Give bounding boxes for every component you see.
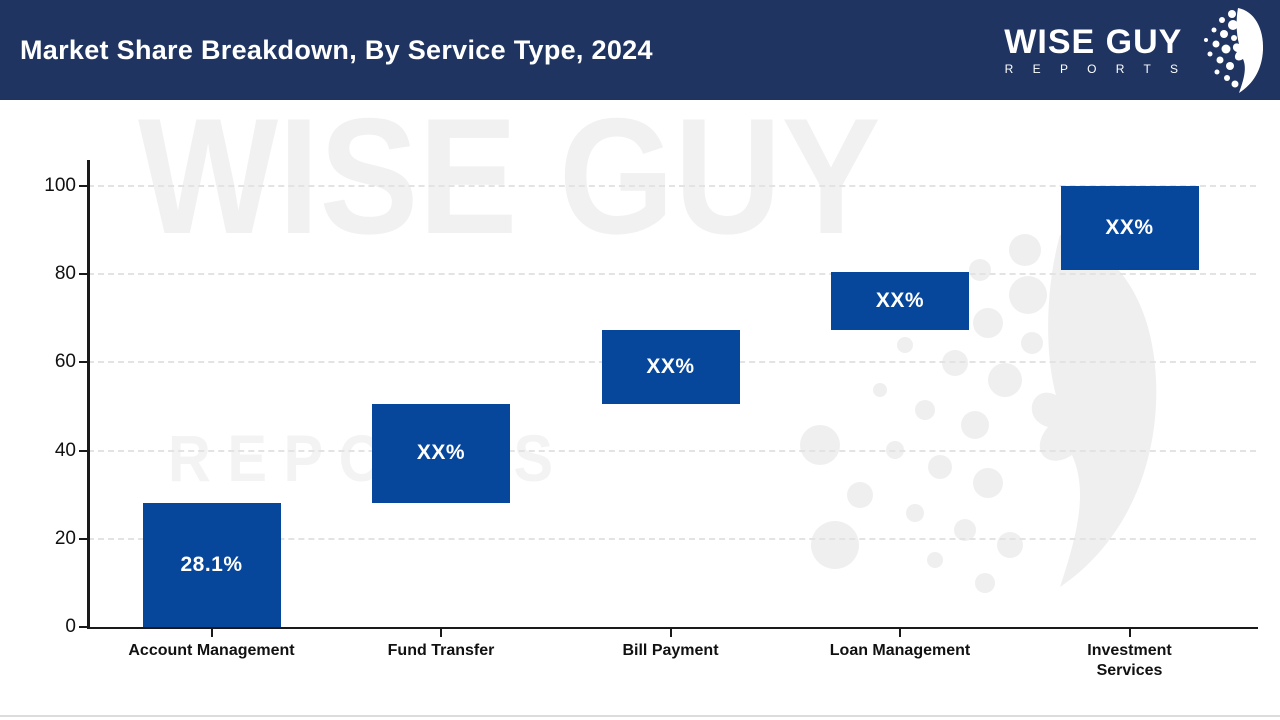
waterfall-bar: XX% bbox=[1060, 186, 1199, 270]
x-axis-line bbox=[87, 626, 1258, 629]
page-title: Market Share Breakdown, By Service Type,… bbox=[20, 34, 653, 65]
y-axis-line bbox=[87, 160, 90, 629]
bar-value-label: XX% bbox=[1105, 215, 1154, 239]
x-tick-mark bbox=[210, 628, 213, 637]
x-tick-mark bbox=[440, 628, 442, 637]
x-axis-category-label: Investment Services bbox=[1087, 642, 1172, 679]
x-axis-category-label: Account Management bbox=[128, 642, 295, 659]
gridline bbox=[88, 537, 1256, 540]
logo-wordmark: WISE GUY bbox=[1004, 22, 1183, 61]
wise-guy-logo: WISE GUY R E P O R T S bbox=[1001, 6, 1266, 94]
x-tick-mark bbox=[669, 628, 672, 637]
y-tick-label: 0 bbox=[65, 616, 76, 637]
x-tick-mark bbox=[899, 628, 901, 637]
waterfall-bar: XX% bbox=[831, 271, 969, 330]
header-banner: Market Share Breakdown, By Service Type,… bbox=[0, 0, 1280, 100]
logo-subtext: R E P O R T S bbox=[1004, 61, 1186, 76]
y-tick-label: 20 bbox=[54, 527, 76, 549]
x-axis-category-label: Loan Management bbox=[829, 642, 971, 659]
bar-value-label: XX% bbox=[875, 288, 925, 312]
x-axis-category-label: Bill Payment bbox=[622, 642, 719, 659]
gridline bbox=[88, 185, 1256, 187]
y-tick-label: 60 bbox=[54, 351, 76, 373]
watermark-wordmark: WISE GUY bbox=[138, 84, 881, 268]
y-tick-label: 40 bbox=[54, 439, 76, 461]
y-tick-mark bbox=[79, 449, 88, 452]
chart-area: WISE GUY R E P O R T S 0 20 40 60 80 100 28.1%… bbox=[0, 84, 1280, 720]
gridline bbox=[88, 273, 1256, 276]
x-tick-mark bbox=[1128, 628, 1131, 637]
y-tick-mark bbox=[79, 185, 88, 187]
waterfall-bar: XX% bbox=[601, 329, 740, 404]
y-tick-mark bbox=[79, 273, 88, 276]
waterfall-bar: 28.1% bbox=[142, 503, 281, 627]
y-tick-label: 100 bbox=[44, 175, 76, 196]
y-tick-mark bbox=[79, 626, 88, 628]
x-axis-category-label: Fund Transfer bbox=[387, 642, 495, 659]
bar-value-label: XX% bbox=[646, 354, 695, 378]
gridline bbox=[88, 449, 1256, 452]
y-tick-mark bbox=[79, 537, 88, 540]
logo-head-icon bbox=[1204, 8, 1264, 93]
footer-divider bbox=[0, 715, 1280, 717]
y-tick-mark bbox=[79, 361, 88, 364]
logo-text: WISE GUY R E P O R T S bbox=[1001, 25, 1186, 76]
bar-value-label: 28.1% bbox=[180, 553, 243, 577]
y-tick-label: 80 bbox=[54, 263, 76, 285]
waterfall-bar: XX% bbox=[372, 403, 510, 504]
bar-value-label: XX% bbox=[416, 441, 466, 465]
